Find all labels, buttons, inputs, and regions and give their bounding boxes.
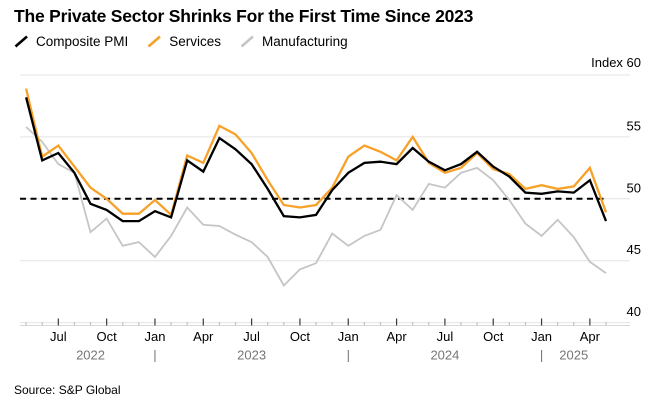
year-separator: | bbox=[347, 348, 350, 363]
x-tick-label: Jul bbox=[243, 329, 260, 344]
y-tick-label-50: 50 bbox=[627, 180, 641, 195]
x-tick-label: Oct bbox=[290, 329, 311, 344]
y-tick-label-40: 40 bbox=[627, 304, 641, 319]
year-separator: | bbox=[540, 348, 543, 363]
series-line-manufacturing bbox=[25, 126, 607, 287]
source-credit: Source: S&P Global bbox=[14, 383, 121, 397]
legend-item-services: Services bbox=[147, 34, 221, 49]
year-label-2023: 2023 bbox=[237, 348, 266, 363]
legend-label-services: Services bbox=[169, 34, 222, 49]
y-tick-label-55: 55 bbox=[627, 118, 641, 133]
x-tick-label: Jan bbox=[144, 329, 165, 344]
x-tick-label: Apr bbox=[386, 329, 407, 344]
x-tick-label: Jan bbox=[531, 329, 552, 344]
manufacturing-line-swatch-icon bbox=[240, 35, 254, 48]
year-label-2024: 2024 bbox=[430, 348, 459, 363]
x-tick-label: Jul bbox=[50, 329, 67, 344]
composite-line-swatch-icon bbox=[14, 35, 28, 48]
year-label-2025: 2025 bbox=[559, 348, 588, 363]
y-tick-label-45: 45 bbox=[627, 242, 641, 257]
x-tick-label: Jul bbox=[437, 329, 454, 344]
year-label-2022: 2022 bbox=[76, 348, 105, 363]
legend: Composite PMI Services Manufacturing bbox=[14, 34, 348, 49]
x-tick-label: Oct bbox=[483, 329, 504, 344]
y-axis-unit-label: Index 60 bbox=[591, 55, 641, 70]
x-tick-label: Jan bbox=[338, 329, 359, 344]
legend-item-composite-pmi: Composite PMI bbox=[14, 34, 128, 49]
x-tick-label: Apr bbox=[580, 329, 601, 344]
legend-label-composite-pmi: Composite PMI bbox=[36, 34, 129, 49]
x-tick-label: Apr bbox=[193, 329, 214, 344]
series-line-composite-pmi bbox=[24, 97, 608, 223]
chart-title: The Private Sector Shrinks For the First… bbox=[14, 6, 474, 26]
legend-item-manufacturing: Manufacturing bbox=[240, 34, 348, 49]
x-tick-label: Oct bbox=[97, 329, 118, 344]
year-separator: | bbox=[153, 348, 156, 363]
legend-label-manufacturing: Manufacturing bbox=[262, 34, 348, 49]
series-line-services bbox=[24, 88, 608, 218]
services-line-swatch-icon bbox=[147, 35, 162, 48]
